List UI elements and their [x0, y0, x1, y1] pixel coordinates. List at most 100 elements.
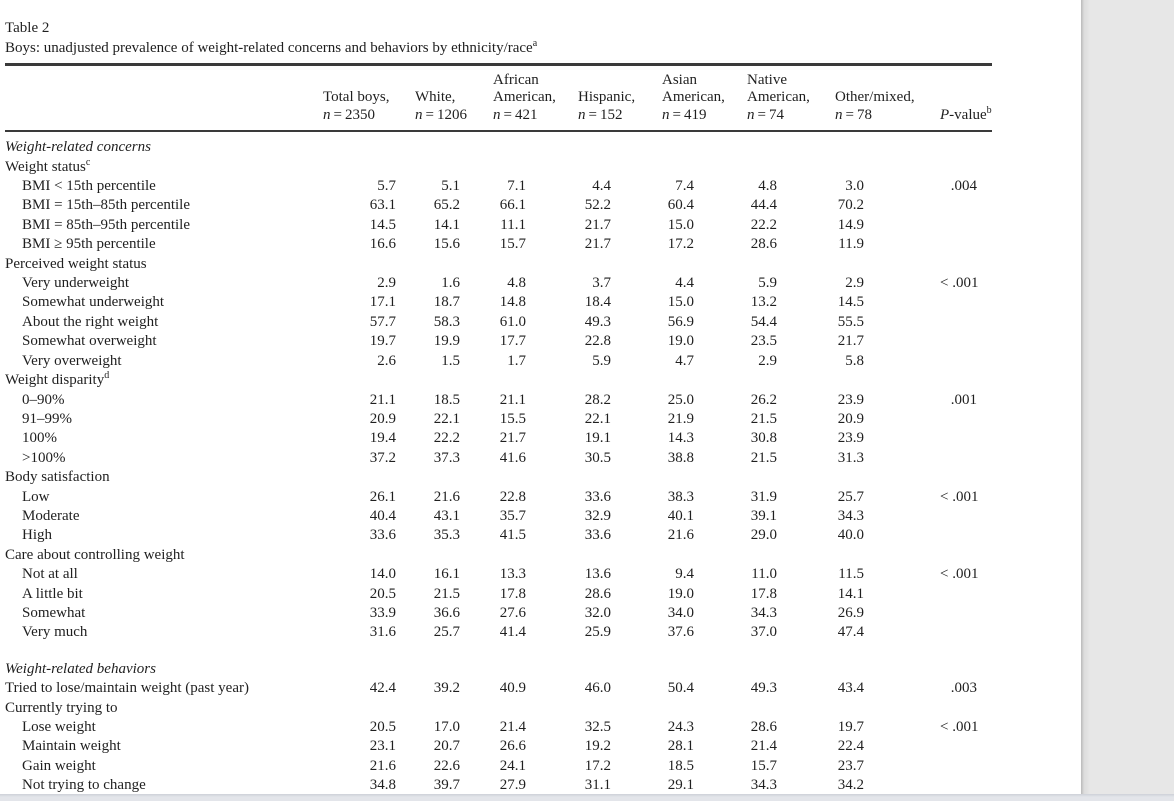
row-label: Very overweight	[22, 352, 122, 369]
data-cell: 37.6	[667, 624, 694, 641]
data-cell: 18.7	[433, 294, 460, 311]
data-cell: 21.7	[499, 430, 526, 447]
data-cell: 1.5	[441, 352, 460, 369]
row-label: Body satisfaction	[5, 469, 110, 486]
table-row: 100% 19.4 22.2 21.7 19.1 14.3 30.8 23.9	[5, 429, 992, 448]
data-cell	[835, 158, 940, 177]
table-row: Very underweight 2.9 1.6 4.8 3.7 4.4 5.9 2.9 < .…	[5, 274, 992, 293]
data-cell	[747, 546, 835, 565]
caption-footnote-marker: a	[532, 38, 538, 49]
data-cell: 17.2	[667, 236, 694, 253]
table-row: BMI = 85th–95th percentile 14.5 14.1 11.1 21…	[5, 216, 992, 235]
table-row: BMI = 15th–85th percentile 63.1 65.2 66.1 52…	[5, 196, 992, 215]
table-row: Moderate 40.4 43.1 35.7 32.9 40.1 39.1 34.3	[5, 507, 992, 526]
data-cell: 32.0	[584, 604, 611, 621]
p-value-cell: .004	[950, 178, 977, 195]
table-row: Weight-related concerns	[5, 131, 992, 157]
data-cell: 60.4	[667, 197, 694, 214]
row-label: Low	[22, 488, 50, 505]
data-cell: 17.1	[369, 294, 396, 311]
table-row: Not trying to change 34.8 39.7 27.9 31.1 29.1…	[5, 776, 992, 795]
data-cell: 66.1	[499, 197, 526, 214]
row-label-header	[5, 65, 323, 132]
data-cell: 13.3	[499, 566, 526, 583]
table-row: About the right weight 57.7 58.3 61.0 49.3 56…	[5, 313, 992, 332]
data-cell	[747, 699, 835, 718]
data-cell: 22.4	[837, 738, 864, 755]
row-label: Not at all	[22, 566, 78, 583]
row-label: Very underweight	[22, 275, 130, 292]
data-cell: 37.0	[750, 624, 777, 641]
data-cell: 39.1	[750, 507, 777, 524]
data-cell: 25.7	[433, 624, 460, 641]
data-cell: 43.1	[433, 507, 460, 524]
data-cell	[578, 468, 662, 487]
p-value-cell	[940, 131, 992, 157]
p-value-cell	[940, 158, 992, 177]
data-cell: 22.2	[750, 216, 777, 233]
data-cell: 16.1	[433, 566, 460, 583]
data-cell: 2.9	[377, 275, 396, 292]
p-value-cell	[940, 371, 992, 390]
p-value-cell	[940, 604, 992, 623]
data-cell: 15.7	[499, 236, 526, 253]
row-label: 91–99%	[22, 410, 72, 427]
table-row: Weight disparityd	[5, 371, 992, 390]
data-cell: 19.2	[584, 738, 611, 755]
data-cell: 24.1	[499, 757, 526, 774]
data-cell: 34.3	[750, 604, 777, 621]
data-cell: 18.5	[667, 757, 694, 774]
row-label: Moderate	[22, 507, 80, 524]
data-cell: 14.9	[837, 216, 864, 233]
table-body: Weight-related concerns Weight statusc BMI…	[5, 131, 992, 795]
row-label: BMI < 15th percentile	[22, 178, 156, 195]
data-cell: 41.6	[499, 449, 526, 466]
data-cell: 21.1	[369, 391, 396, 408]
data-cell: 4.4	[592, 178, 611, 195]
data-cell: 19.7	[837, 719, 864, 735]
p-value-cell	[940, 255, 992, 274]
data-cell: 1.7	[507, 352, 526, 369]
data-cell: 21.5	[750, 410, 777, 427]
data-cell: 22.1	[584, 410, 611, 427]
data-cell: 21.7	[584, 216, 611, 233]
data-cell	[415, 131, 493, 157]
data-cell	[835, 371, 940, 390]
data-cell	[835, 468, 940, 487]
data-cell: 34.3	[837, 507, 864, 524]
table-row: Maintain weight 23.1 20.7 26.6 19.2 28.1 21.4 2…	[5, 737, 992, 756]
data-cell: 17.8	[750, 585, 777, 602]
data-cell: 5.1	[441, 178, 460, 195]
data-cell: 11.5	[838, 566, 864, 583]
data-cell	[662, 468, 747, 487]
data-cell: 20.7	[433, 738, 460, 755]
row-label: Perceived weight status	[5, 255, 147, 272]
data-cell: 34.0	[667, 604, 694, 621]
p-value-cell	[940, 449, 992, 468]
data-cell: 21.1	[499, 391, 526, 408]
row-label: A little bit	[22, 585, 83, 602]
table-row: Care about controlling weight	[5, 546, 992, 565]
row-label: Weight-related behaviors	[5, 660, 156, 677]
table-row: Perceived weight status	[5, 255, 992, 274]
data-cell	[493, 699, 578, 718]
table-row: >100% 37.2 37.3 41.6 30.5 38.8 21.5 31.3	[5, 449, 992, 468]
row-label: Gain weight	[22, 757, 96, 774]
data-cell: 25.0	[667, 391, 694, 408]
data-cell: 25.7	[837, 488, 864, 505]
data-cell	[578, 255, 662, 274]
data-cell	[662, 660, 747, 679]
data-cell: 20.9	[369, 410, 396, 427]
p-value-cell	[940, 526, 992, 545]
data-cell: 49.3	[750, 680, 777, 697]
page-edge-bar	[1081, 0, 1174, 801]
row-label: Care about controlling weight	[5, 546, 185, 563]
data-cell: 18.4	[584, 294, 611, 311]
data-cell: 22.1	[433, 410, 460, 427]
data-cell: 37.3	[433, 449, 460, 466]
data-cell: 28.1	[667, 738, 694, 755]
row-label: Maintain weight	[22, 738, 121, 755]
data-cell: 25.9	[584, 624, 611, 641]
data-cell: 16.6	[369, 236, 396, 253]
data-cell: 23.5	[750, 333, 777, 350]
